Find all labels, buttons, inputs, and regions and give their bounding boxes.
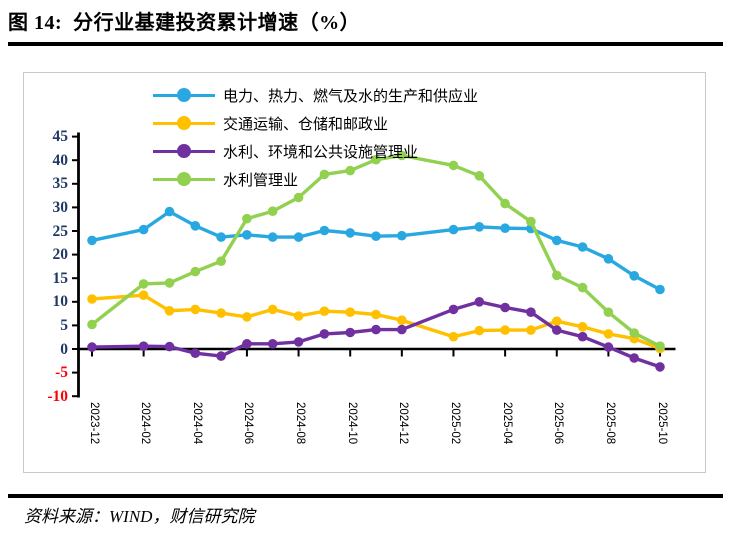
x-axis-label: 2025-06 [552, 402, 565, 445]
x-axis-label: 2025-02 [448, 402, 461, 445]
legend-item-water-env: 水利、环境和公共设施管理业 [153, 137, 478, 165]
line-marker-icon [153, 172, 215, 186]
legend-dot-icon [177, 172, 191, 186]
x-axis-label: 2024-08 [294, 402, 307, 445]
y-axis-label: 40 [52, 151, 69, 169]
x-axis-label: 2024-06 [242, 402, 255, 445]
y-axis-label: 30 [52, 198, 69, 216]
title-divider-rule [8, 42, 723, 46]
legend-dot-icon [177, 88, 191, 102]
y-axis-label: 35 [52, 175, 69, 193]
x-axis-label: 2025-10 [655, 402, 668, 445]
legend-item-transport: 交通运输、仓储和邮政业 [153, 109, 478, 137]
y-axis-label: 20 [52, 246, 69, 264]
y-axis-label: 15 [52, 269, 69, 287]
source-divider-rule [8, 494, 723, 498]
x-axis-label: 2024-02 [139, 402, 152, 445]
x-axis-label: 2025-04 [500, 402, 513, 445]
legend-item-water-mgmt: 水利管理业 [153, 165, 478, 193]
line-marker-icon [153, 144, 215, 158]
line-marker-icon [153, 116, 215, 130]
legend-dot-icon [177, 116, 191, 130]
line-marker-icon [153, 88, 215, 102]
legend-label: 水利管理业 [223, 171, 299, 189]
y-axis-label: 0 [60, 340, 68, 358]
legend-label: 交通运输、仓储和邮政业 [223, 115, 389, 133]
y-axis-label: 25 [52, 222, 69, 240]
y-axis-label: 45 [52, 128, 69, 146]
y-axis-label: -5 [55, 364, 68, 382]
y-axis-label: 10 [52, 293, 69, 311]
figure-title: 图 14: 分行业基建投资累计增速（%） [8, 12, 361, 34]
chart-legend: 电力、热力、燃气及水的生产和供应业 交通运输、仓储和邮政业 水利、环境和公共设施… [153, 81, 478, 193]
source-text: 资料来源：WIND，财信研究院 [24, 507, 255, 526]
x-axis-label: 2024-10 [345, 402, 358, 445]
legend-label: 水利、环境和公共设施管理业 [223, 143, 419, 161]
y-axis-label: -10 [47, 387, 68, 405]
x-axis-label: 2023-12 [87, 402, 100, 445]
x-axis-label: 2025-08 [603, 402, 616, 445]
x-axis-label: 2024-04 [190, 402, 203, 445]
legend-dot-icon [177, 144, 191, 158]
y-axis-label: 5 [60, 316, 68, 334]
legend-item-utilities: 电力、热力、燃气及水的生产和供应业 [153, 81, 478, 109]
x-axis-label: 2024-12 [397, 402, 410, 445]
legend-label: 电力、热力、燃气及水的生产和供应业 [223, 87, 479, 105]
